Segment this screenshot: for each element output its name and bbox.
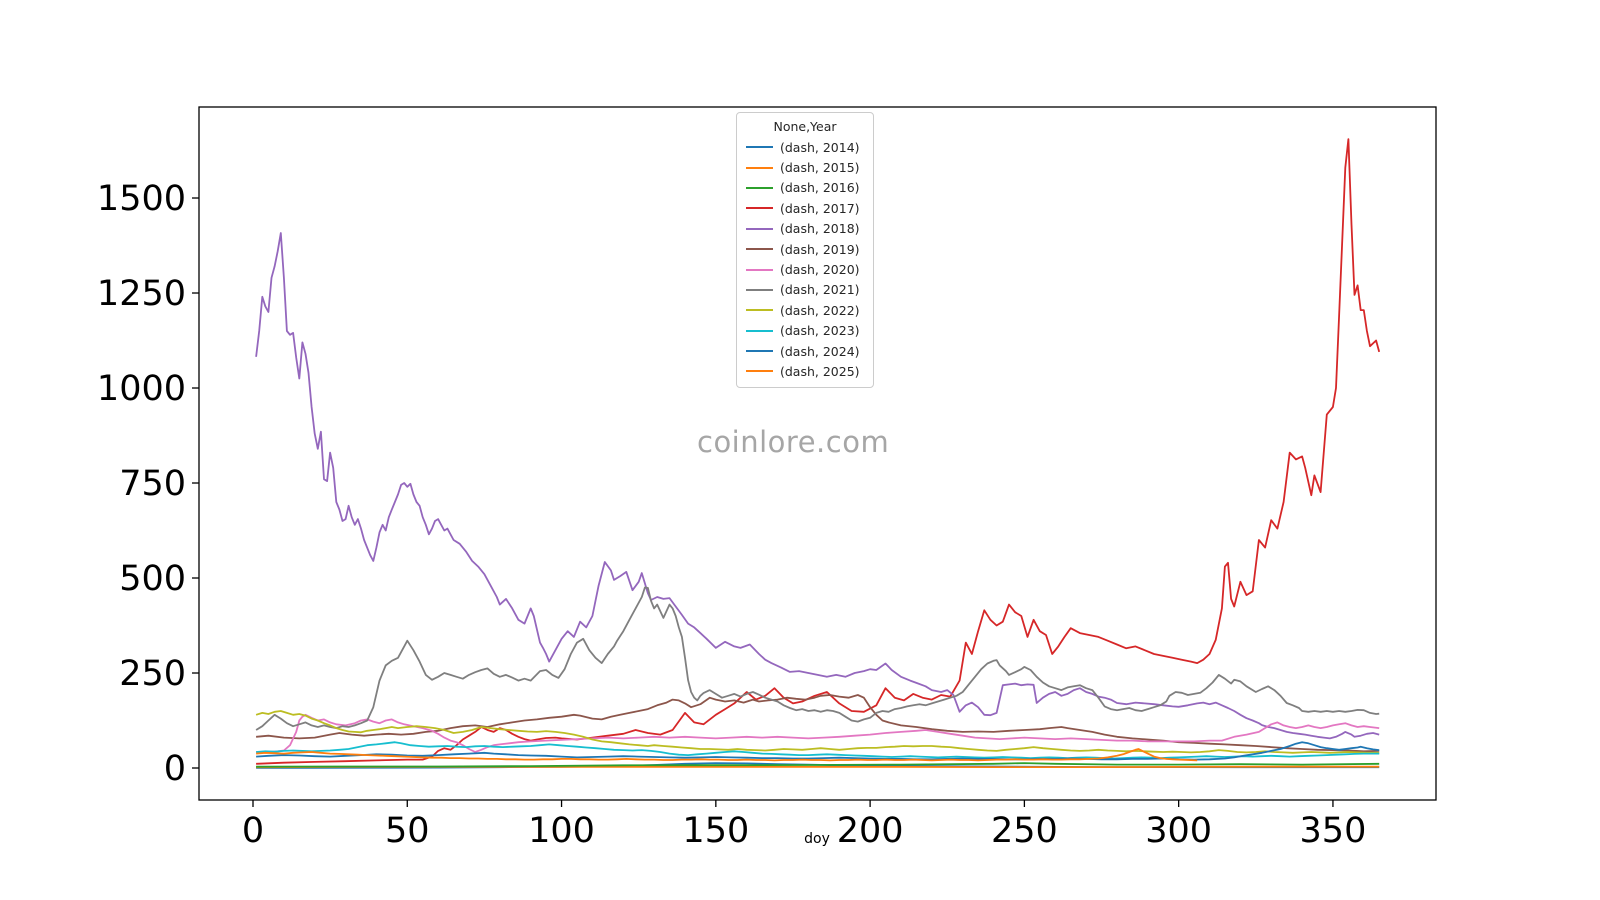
- x-tick-label: 350: [1300, 811, 1367, 851]
- series-line-dash-2025: [256, 748, 1198, 762]
- legend-box: None,Year (dash, 2014) (dash, 2015) (dash,…: [736, 112, 874, 388]
- legend-label-2017: (dash, 2017): [780, 200, 860, 216]
- x-tick-label: 0: [242, 811, 264, 851]
- legend-swatch-2017: [746, 207, 773, 210]
- legend-label-2015: (dash, 2015): [780, 160, 860, 176]
- series-line-dash-2022: [255, 710, 1380, 754]
- x-tick-label: 200: [837, 811, 904, 851]
- y-tick-label: 500: [119, 559, 186, 599]
- y-tick-label: 1000: [97, 369, 186, 409]
- legend-item-dash-2024: (dash, 2024): [737, 341, 873, 361]
- legend-swatch-2021: [746, 288, 773, 291]
- legend-item-dash-2015: (dash, 2015): [737, 157, 873, 177]
- series-line-dash-2017: [256, 138, 1381, 765]
- x-tick-label: 150: [682, 811, 749, 851]
- series-line-dash-2023: [256, 741, 1380, 760]
- y-tick-label: 1500: [97, 179, 186, 219]
- legend-label-2024: (dash, 2024): [780, 343, 860, 359]
- legend-label-2020: (dash, 2020): [780, 262, 860, 278]
- x-tick-label: 50: [385, 811, 430, 851]
- series-line-dash-2021: [255, 586, 1380, 731]
- legend-item-dash-2020: (dash, 2020): [737, 259, 873, 279]
- legend-swatch-2022: [746, 309, 773, 312]
- legend-item-dash-2023: (dash, 2023): [737, 321, 873, 341]
- legend-label-2019: (dash, 2019): [780, 241, 860, 257]
- legend-item-dash-2021: (dash, 2021): [737, 280, 873, 300]
- legend-swatch-2019: [746, 248, 773, 251]
- series-line-dash-2018: [255, 232, 1380, 740]
- x-tick-label: 300: [1145, 811, 1212, 851]
- legend-swatch-2015: [746, 166, 773, 169]
- legend-swatch-2016: [746, 186, 773, 189]
- y-tick-label: 750: [119, 464, 186, 504]
- legend-label-2018: (dash, 2018): [780, 221, 860, 237]
- legend-swatch-2025: [746, 370, 773, 373]
- y-tick-label: 0: [164, 749, 186, 789]
- legend-item-dash-2019: (dash, 2019): [737, 239, 873, 259]
- x-tick-label: 250: [991, 811, 1058, 851]
- legend-label-2014: (dash, 2014): [780, 139, 860, 155]
- series-line-dash-2024: [256, 741, 1380, 761]
- legend-swatch-2018: [746, 227, 773, 230]
- legend-item-dash-2018: (dash, 2018): [737, 219, 873, 239]
- legend-label-2023: (dash, 2023): [780, 323, 860, 339]
- x-axis-label: doy: [804, 831, 830, 847]
- legend-label-2016: (dash, 2016): [780, 180, 860, 196]
- plot-border: [198, 106, 1437, 801]
- legend-item-dash-2016: (dash, 2016): [737, 178, 873, 198]
- legend-item-dash-2014: (dash, 2014): [737, 137, 873, 157]
- legend-swatch-2023: [746, 329, 773, 332]
- legend-swatch-2014: [746, 146, 773, 149]
- watermark: coinlore.com: [697, 425, 890, 459]
- legend-label-2022: (dash, 2022): [780, 302, 860, 318]
- legend-label-2025: (dash, 2025): [780, 363, 860, 379]
- legend-item-dash-2017: (dash, 2017): [737, 198, 873, 218]
- x-tick-label: 100: [528, 811, 595, 851]
- y-tick-label: 1250: [97, 274, 186, 314]
- legend-item-dash-2022: (dash, 2022): [737, 300, 873, 320]
- legend-swatch-2024: [746, 350, 773, 353]
- legend-title: None,Year: [773, 119, 837, 134]
- legend-label-2021: (dash, 2021): [780, 282, 860, 298]
- y-tick-label: 250: [119, 654, 186, 694]
- series-line-dash-2016: [256, 762, 1380, 768]
- legend-swatch-2020: [746, 268, 773, 271]
- legend-item-dash-2025: (dash, 2025): [737, 361, 873, 381]
